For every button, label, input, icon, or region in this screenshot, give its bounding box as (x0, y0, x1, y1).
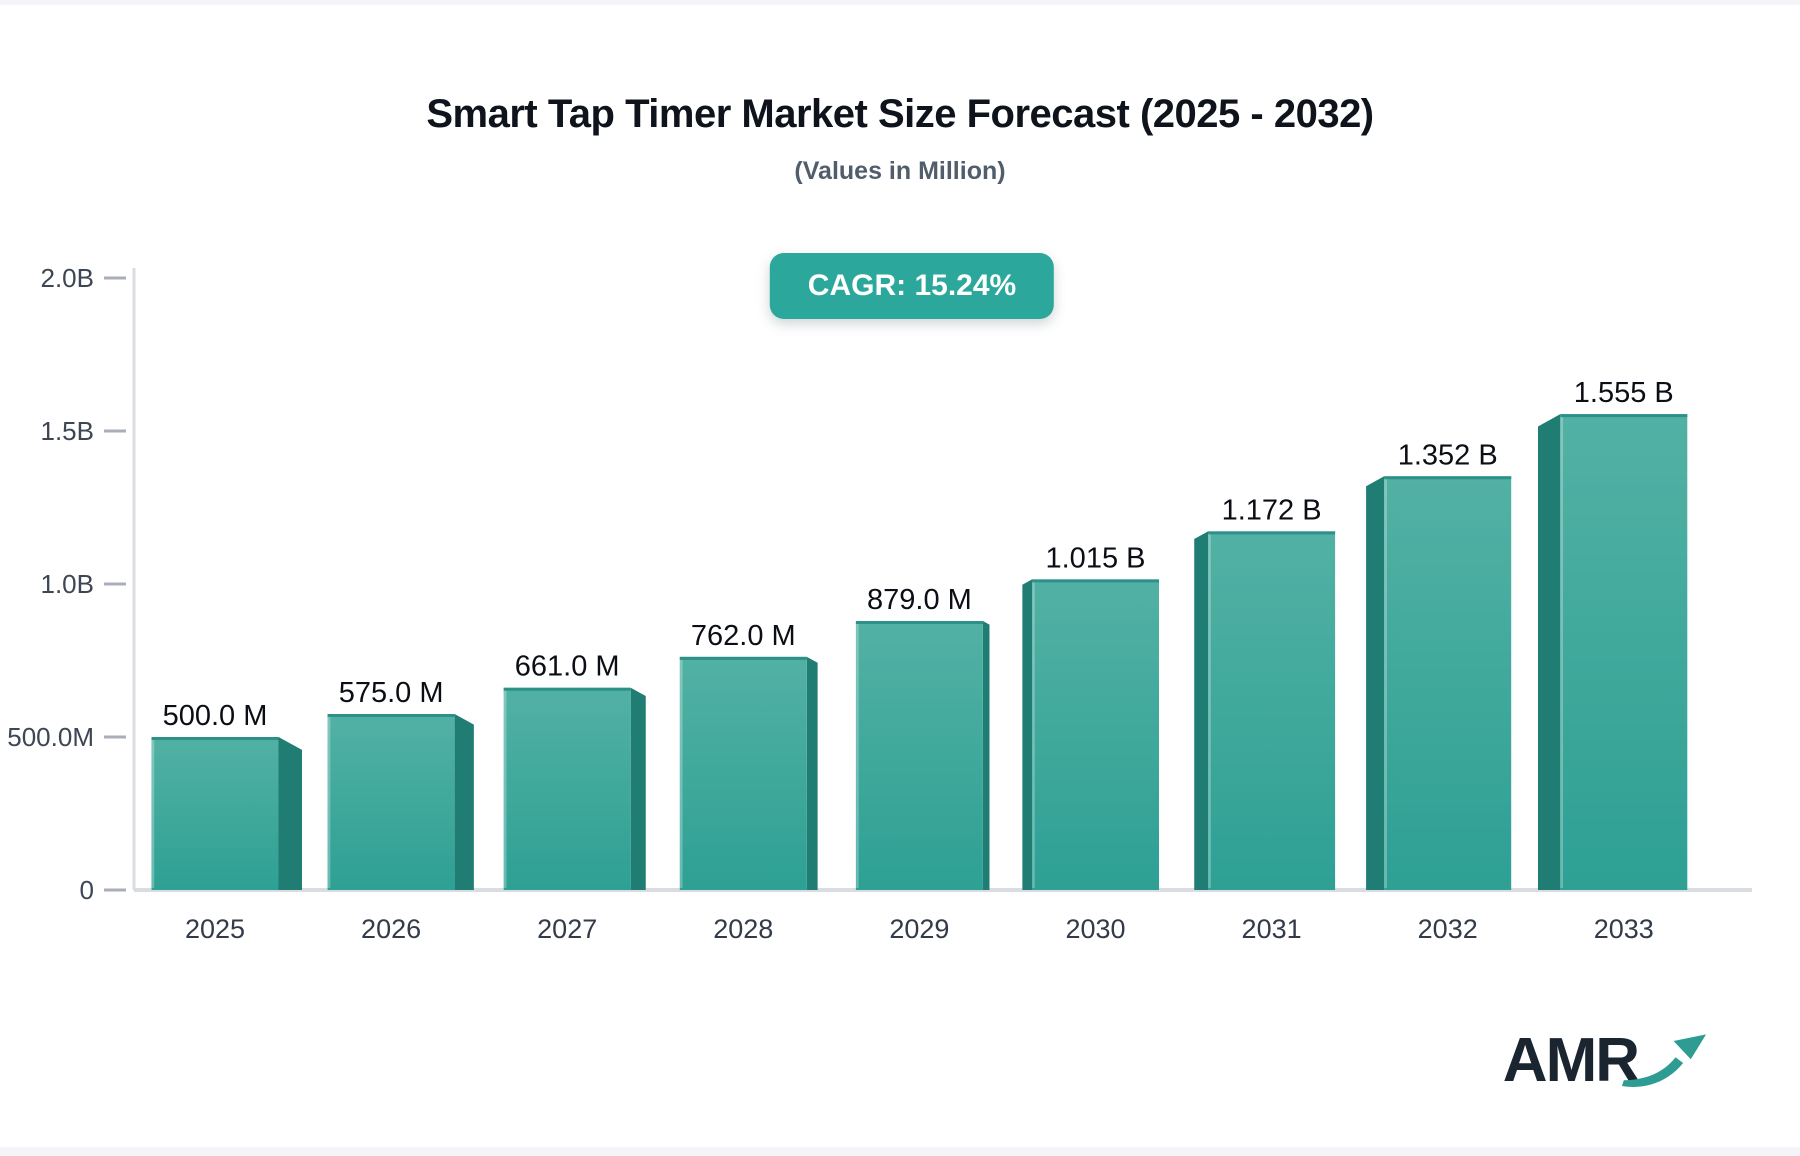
bar-side-2025 (278, 737, 302, 890)
bar-value-label-2029: 879.0 M (867, 584, 972, 616)
amr-logo-text: AMR (1502, 1026, 1640, 1095)
x-tick-label-2027: 2027 (537, 914, 597, 944)
cagr-badge: CAGR: 15.24% (769, 253, 1055, 319)
bar-side-2026 (454, 714, 474, 890)
bar-side-2030 (1022, 579, 1032, 890)
bar-front-2028 (679, 656, 807, 890)
y-tick-label-2.0B: 2.0B (41, 263, 95, 293)
x-tick-label-2026: 2026 (361, 914, 421, 944)
bar-side-2032 (1366, 476, 1385, 890)
bar-front-2026 (327, 714, 455, 890)
y-tick-label-0: 0 (80, 875, 94, 905)
bar-front-2031 (1208, 531, 1336, 890)
x-tick-label-2031: 2031 (1242, 914, 1302, 944)
growth-arrow-icon (1621, 1034, 1707, 1087)
bar-front-2027 (503, 687, 631, 890)
chart-subtitle: (Values in Million) (794, 157, 1006, 185)
chart-title: Smart Tap Timer Market Size Forecast (20… (426, 92, 1374, 136)
bar-side-2027 (630, 687, 646, 890)
bar-front-2032 (1384, 476, 1512, 890)
bar-value-label-2028: 762.0 M (691, 620, 796, 652)
bar-value-label-2027: 661.0 M (515, 651, 620, 683)
bar-front-2030 (1032, 579, 1159, 890)
bar-value-label-2030: 1.015 B (1046, 542, 1146, 574)
chart-header: Smart Tap Timer Market Size Forecast (20… (0, 92, 1800, 186)
amr-logo: AMR (1503, 1030, 1708, 1096)
x-tick-label-2032: 2032 (1418, 914, 1478, 944)
bar-front-2029 (855, 621, 983, 890)
bar-value-label-2033: 1.555 B (1574, 377, 1674, 409)
bar-side-2031 (1194, 531, 1209, 890)
x-tick-label-2029: 2029 (889, 914, 949, 944)
y-tick-label-1.0B: 1.0B (41, 569, 95, 599)
page-edge-bottom (0, 1147, 1800, 1156)
x-tick-label-2030: 2030 (1065, 914, 1125, 944)
bar-value-label-2031: 1.172 B (1222, 494, 1322, 526)
bar-front-2033 (1560, 414, 1688, 890)
page-edge-top (0, 0, 1800, 5)
x-tick-label-2033: 2033 (1594, 914, 1654, 944)
bar-value-label-2032: 1.352 B (1398, 439, 1498, 471)
x-tick-label-2025: 2025 (185, 914, 245, 944)
bar-side-2029 (982, 621, 990, 890)
y-tick-label-1.5B: 1.5B (41, 416, 95, 446)
bar-value-label-2025: 500.0 M (163, 700, 268, 732)
y-tick-label-500.0M: 500.0M (7, 722, 94, 752)
bar-front-2025 (151, 737, 279, 890)
bar-side-2033 (1537, 414, 1561, 890)
bar-side-2028 (806, 656, 818, 890)
x-tick-label-2028: 2028 (713, 914, 773, 944)
bar-value-label-2026: 575.0 M (339, 677, 444, 709)
